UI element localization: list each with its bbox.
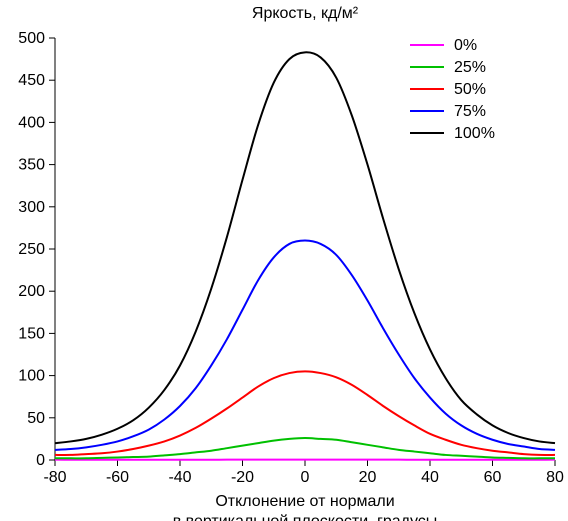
legend-label: 0% xyxy=(454,37,477,54)
x-tick-label: -60 xyxy=(106,469,129,486)
x-tick-label: 40 xyxy=(421,469,439,486)
legend-label: 25% xyxy=(454,59,486,76)
x-tick-label: -80 xyxy=(43,469,66,486)
x-tick-label: 0 xyxy=(301,469,310,486)
x-tick-label: 20 xyxy=(359,469,377,486)
brightness-angle-chart: -80 -60 -40 -20 0 20 40 60 80 0 50 100 150 200 250 300 3… xyxy=(0,0,568,521)
x-tick-label: 80 xyxy=(546,469,564,486)
y-tick-label: 500 xyxy=(18,30,45,47)
y-tick-label: 0 xyxy=(36,452,45,469)
y-tick-label: 450 xyxy=(18,72,45,89)
legend-label: 100% xyxy=(454,125,495,142)
legend-label: 75% xyxy=(454,103,486,120)
legend-label: 50% xyxy=(454,81,486,98)
y-axis-title: Яркость, кд/м² xyxy=(252,5,359,22)
x-tick-label: 60 xyxy=(484,469,502,486)
x-axis-title: в вертикальной плоскости, градусы xyxy=(173,513,438,521)
y-tick-label: 150 xyxy=(18,325,45,342)
x-axis-title: Отклонение от нормали xyxy=(215,493,394,510)
y-tick-label: 250 xyxy=(18,241,45,258)
y-tick-label: 300 xyxy=(18,199,45,216)
x-tick-label: -20 xyxy=(231,469,254,486)
x-tick-label: -40 xyxy=(168,469,191,486)
y-tick-label: 400 xyxy=(18,114,45,131)
chart-svg: -80 -60 -40 -20 0 20 40 60 80 0 50 100 150 200 250 300 3… xyxy=(0,0,568,521)
y-tick-label: 100 xyxy=(18,368,45,385)
y-tick-label: 200 xyxy=(18,283,45,300)
y-tick-label: 50 xyxy=(27,410,45,427)
y-tick-label: 350 xyxy=(18,157,45,174)
